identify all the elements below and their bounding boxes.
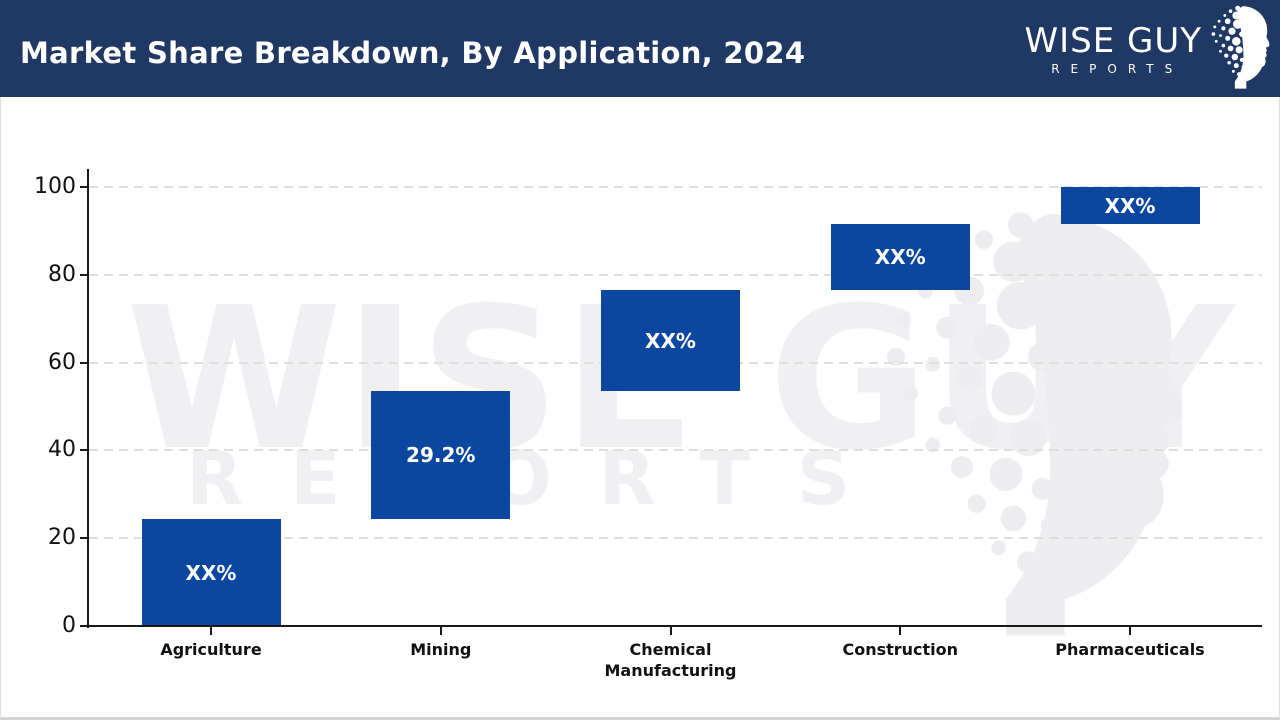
x-tick-mark [899,627,902,635]
gridline-80 [89,273,1262,276]
x-axis-label-pharmaceuticals: Pharmaceuticals [1010,639,1250,660]
x-tick-mark [210,627,212,635]
x-tick-mark [1129,627,1131,635]
y-tick-label: 20 [48,525,76,551]
brand-face-icon [1204,4,1270,94]
y-tick-mark [80,361,88,364]
y-tick-label: 0 [62,613,76,638]
chart-title: Market Share Breakdown, By Application, … [20,36,806,70]
bar-value-label: XX% [874,245,926,270]
y-axis-spine [87,169,89,628]
bar-agriculture [141,519,281,626]
y-tick-label: 40 [48,437,76,463]
bar-chemical [601,290,740,392]
y-tick-mark [80,273,88,276]
y-tick-mark [80,625,88,627]
x-axis-label-construction: Construction [780,639,1020,660]
x-axis-label-line: Pharmaceuticals [1055,640,1205,659]
y-tick-label: 60 [48,349,76,375]
y-tick-mark [80,537,88,540]
gridline-100 [89,186,1262,188]
x-axis-label-chemical: Chemical Manufacturing [551,639,791,681]
x-axis-label-line: Chemical [629,640,712,659]
bar-value-label: XX% [645,328,696,353]
x-tick-mark [669,627,672,635]
x-axis-label-line: Mining [410,640,472,659]
y-tick-mark [80,449,88,452]
brand-logo: WISE GUY REPORTS [1024,5,1270,93]
gridline-40 [89,449,1262,452]
x-axis-label-line: Manufacturing [604,661,737,680]
x-tick-mark [439,627,442,635]
x-axis-label-agriculture: Agriculture [91,639,331,660]
x-axis-label-line: Agriculture [160,640,262,659]
x-axis-spine [86,625,1262,627]
x-axis-label-line: Construction [842,640,959,659]
y-tick-label: 100 [34,174,76,199]
brand-name: WISE GUY [1024,20,1202,61]
header-bar: Market Share Breakdown, By Application, … [0,0,1280,97]
y-tick-label: 80 [48,261,76,287]
bar-value-label: XX% [185,560,237,585]
bar-value-label: XX% [1104,193,1156,218]
x-axis-label-mining: Mining [321,639,561,660]
y-tick-mark [80,186,88,188]
bar-mining [371,391,511,520]
brand-wordmark: WISE GUY REPORTS [1024,23,1202,76]
gridline-20 [89,537,1262,540]
brand-subname: REPORTS [1051,61,1184,76]
bar-value-label: 29.2% [406,443,476,468]
